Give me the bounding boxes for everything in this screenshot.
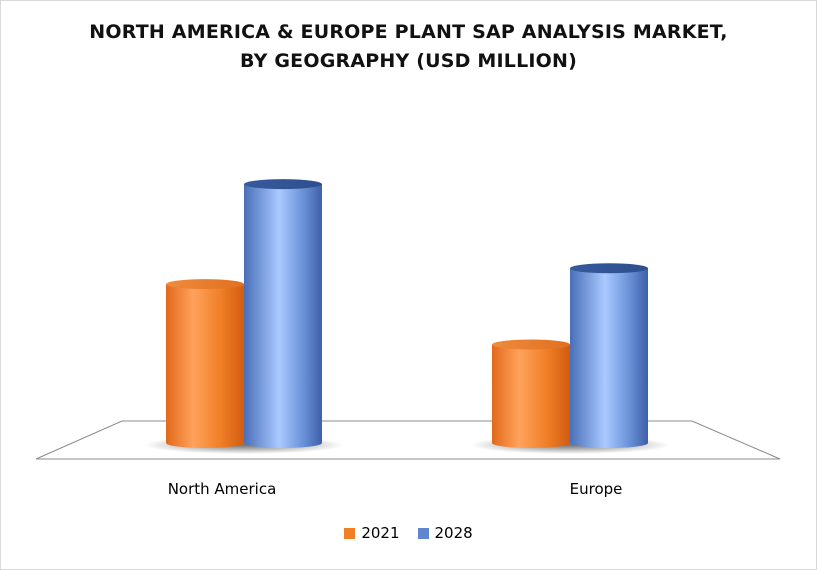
bar-north-america-2021	[166, 279, 244, 448]
legend-label-2028: 2028	[434, 524, 473, 542]
chart-title-line-2: BY GEOGRAPHY (USD MILLION)	[239, 50, 578, 72]
bar-europe-2028	[570, 263, 648, 448]
legend-label-2021: 2021	[361, 524, 400, 542]
bar-top-north-america-2028	[244, 179, 322, 190]
bar-europe-2021	[492, 339, 570, 448]
legend-item-2021: 2021	[344, 524, 400, 542]
bar-top-north-america-2021	[166, 279, 244, 290]
legend-swatch-2021	[344, 527, 356, 539]
bar-top-europe-2021	[492, 339, 570, 350]
chart-legend: 2021 2028	[0, 524, 817, 542]
bar-body-europe-2021	[492, 344, 570, 448]
chart-title-line-1: NORTH AMERICA & EUROPE PLANT SAP ANALYSI…	[89, 21, 728, 43]
floor-plane	[35, 420, 781, 460]
bars-layer	[144, 179, 670, 454]
bar-north-america-2028	[244, 179, 322, 448]
bar-body-north-america-2021	[166, 284, 244, 448]
chart-title: NORTH AMERICA & EUROPE PLANT SAP ANALYSI…	[0, 18, 817, 76]
bar-body-europe-2028	[570, 268, 648, 448]
x-tick-label-north-america: North America	[168, 480, 277, 498]
bar-top-europe-2028	[570, 263, 648, 274]
bar-body-north-america-2028	[244, 184, 322, 448]
x-tick-label-europe: Europe	[570, 480, 623, 498]
legend-swatch-2028	[417, 527, 429, 539]
legend-item-2028: 2028	[417, 524, 473, 542]
